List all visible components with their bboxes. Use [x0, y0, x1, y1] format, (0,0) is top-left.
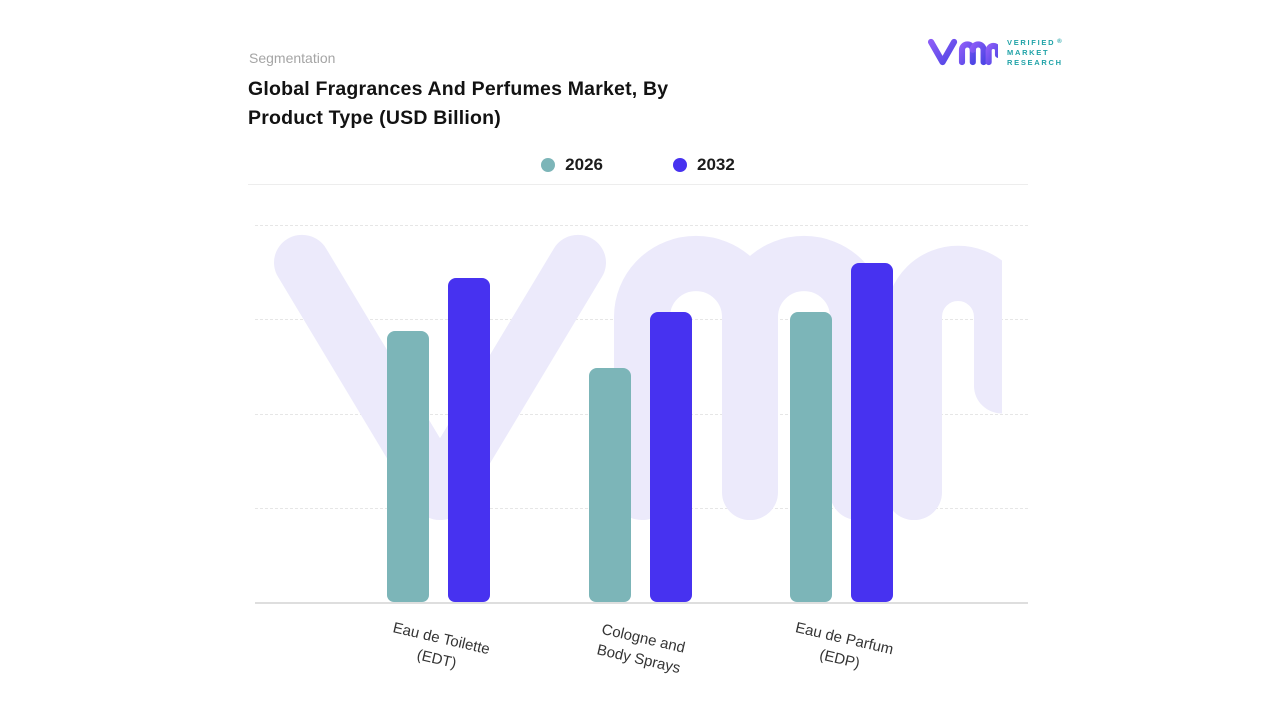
bar-2026-eau-de-parfum-edp-[interactable] [790, 311, 832, 602]
logo-line-verified: VERIFIED ® [1007, 37, 1064, 47]
vmr-monogram-icon [927, 38, 998, 66]
bar-2032-eau-de-toilette-edt-[interactable] [448, 277, 490, 602]
legend-divider [248, 184, 1028, 185]
legend: 2026 2032 [248, 155, 1028, 175]
legend-item-2026[interactable]: 2026 [541, 155, 603, 175]
plot-area [255, 225, 1028, 604]
registered-mark: ® [1057, 38, 1064, 45]
legend-item-2032[interactable]: 2032 [673, 155, 735, 175]
legend-label-2026: 2026 [565, 155, 603, 174]
bar-2026-eau-de-toilette-edt-[interactable] [387, 330, 429, 602]
section-eyebrow: Segmentation [249, 50, 336, 66]
bar-2032-cologne-and-body-sprays[interactable] [650, 311, 692, 602]
x-axis-labels: Eau de Toilette (EDT) Cologne and Body Spra… [255, 618, 1028, 698]
legend-label-2032: 2032 [697, 155, 735, 174]
logo-line-research: RESEARCH [1007, 57, 1063, 67]
x-axis-label-1: Eau de Toilette (EDT) [390, 619, 491, 673]
x-axis-label-3: Eau de Parfum (EDP) [793, 619, 895, 673]
x-axis-label-2: Cologne and Body Sprays [594, 620, 687, 678]
bar-group-2 [589, 225, 692, 602]
vmr-logo: VERIFIED ® MARKET RESEARCH [926, 36, 1063, 68]
bar-2032-eau-de-parfum-edp-[interactable] [851, 262, 893, 602]
chart-title-line1: Global Fragrances And Perfumes Market, B… [248, 78, 669, 100]
chart-title: Global Fragrances And Perfumes Market, B… [248, 75, 808, 133]
legend-marker-2032 [673, 158, 687, 172]
chart-title-line2: Product Type (USD Billion) [248, 107, 501, 129]
gridline [255, 225, 1028, 226]
vmr-logo-text: VERIFIED ® MARKET RESEARCH [1007, 38, 1063, 67]
logo-line-market: MARKET [1007, 47, 1050, 57]
legend-marker-2026 [541, 158, 556, 172]
bar-group-3 [790, 225, 893, 602]
bar-2026-cologne-and-body-sprays[interactable] [589, 368, 631, 602]
bar-group-1 [387, 225, 490, 602]
